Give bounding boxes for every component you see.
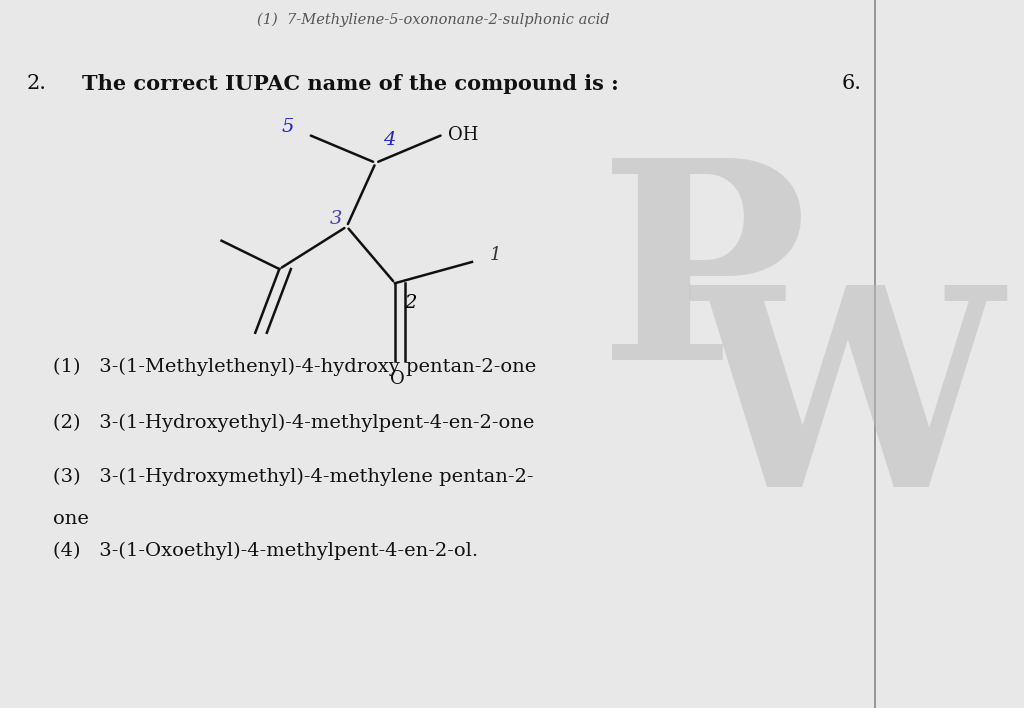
Text: (1)   3-(1-Methylethenyl)-4-hydroxy pentan-2-one: (1) 3-(1-Methylethenyl)-4-hydroxy pentan… bbox=[53, 358, 537, 376]
Text: W: W bbox=[691, 276, 1004, 545]
Text: (4)   3-(1-Oxoethyl)-4-methylpent-4-en-2-ol.: (4) 3-(1-Oxoethyl)-4-methylpent-4-en-2-o… bbox=[53, 542, 478, 560]
Text: The correct IUPAC name of the compound is :: The correct IUPAC name of the compound i… bbox=[82, 74, 618, 94]
Text: 1: 1 bbox=[489, 246, 501, 264]
Text: 3: 3 bbox=[330, 210, 342, 229]
Text: OH: OH bbox=[447, 125, 478, 144]
Text: O: O bbox=[390, 370, 406, 387]
Text: 6.: 6. bbox=[842, 74, 862, 93]
Text: one: one bbox=[53, 510, 89, 527]
Text: (3)   3-(1-Hydroxymethyl)-4-methylene pentan-2-: (3) 3-(1-Hydroxymethyl)-4-methylene pent… bbox=[53, 467, 534, 486]
Text: 4: 4 bbox=[383, 131, 395, 149]
Text: 2.: 2. bbox=[27, 74, 47, 93]
Text: (1)  7-Methyliene-5-oxononane-2-sulphonic acid: (1) 7-Methyliene-5-oxononane-2-sulphonic… bbox=[257, 13, 609, 27]
Text: (2)   3-(1-Hydroxyethyl)-4-methylpent-4-en-2-one: (2) 3-(1-Hydroxyethyl)-4-methylpent-4-en… bbox=[53, 414, 535, 433]
Text: 5: 5 bbox=[282, 118, 294, 137]
Text: P: P bbox=[599, 149, 808, 418]
Text: 2: 2 bbox=[404, 294, 417, 312]
